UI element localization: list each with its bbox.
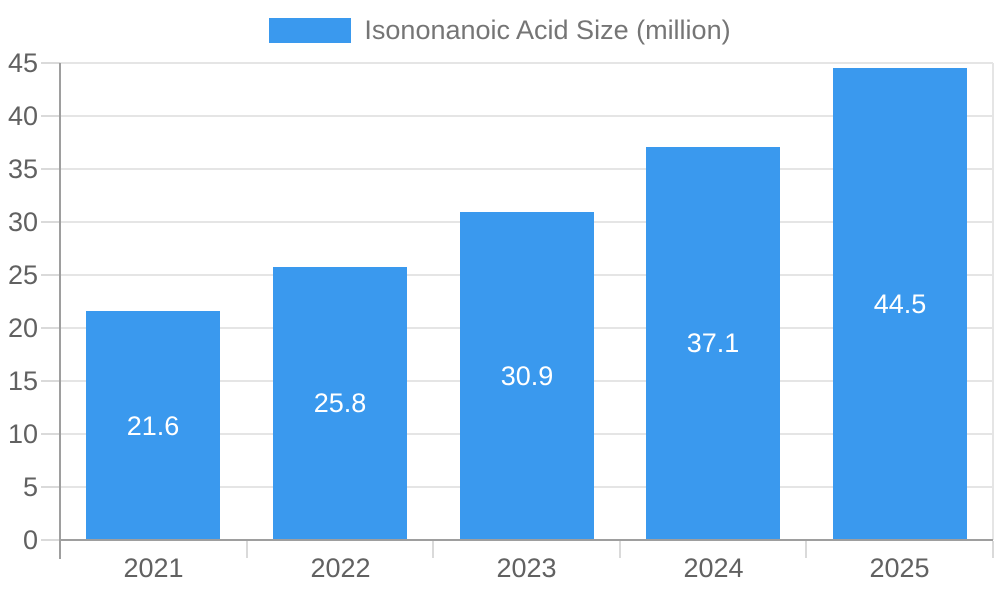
y-axis-tick — [41, 168, 60, 170]
x-axis-line — [59, 539, 993, 541]
y-axis-tick — [41, 433, 60, 435]
bar-value-label-2025: 44.5 — [873, 289, 927, 319]
y-axis-label-25: 25 — [7, 260, 38, 290]
y-axis-label-30: 30 — [7, 207, 38, 237]
y-axis-label-10: 10 — [7, 419, 38, 449]
y-axis-label-45: 45 — [7, 48, 38, 78]
plot-right-border — [992, 63, 994, 540]
gridline — [60, 115, 993, 117]
x-axis-tick — [992, 541, 994, 558]
y-axis-label-0: 0 — [22, 525, 38, 555]
bar-value-label-2024: 37.1 — [686, 328, 740, 358]
x-axis-tick — [619, 541, 621, 558]
y-axis-label-15: 15 — [7, 366, 38, 396]
y-axis-tick — [41, 380, 60, 382]
gridline — [60, 168, 993, 170]
bar-value-label-2023: 30.9 — [500, 361, 554, 391]
x-axis-tick — [246, 541, 248, 558]
x-axis-tick — [432, 541, 434, 558]
y-axis-tick — [41, 539, 60, 541]
y-axis-label-35: 35 — [7, 154, 38, 184]
y-axis-tick — [41, 274, 60, 276]
y-axis-line — [59, 63, 61, 559]
y-axis-tick — [41, 486, 60, 488]
y-axis-tick — [41, 115, 60, 117]
legend-swatch — [269, 18, 352, 43]
bar-value-label-2021: 21.6 — [126, 411, 180, 441]
bar-2022[interactable] — [273, 267, 407, 540]
y-axis-label-5: 5 — [22, 472, 38, 502]
x-axis-label-2021: 2021 — [123, 553, 184, 583]
x-axis-label-2023: 2023 — [496, 553, 557, 583]
bar-2025[interactable] — [833, 68, 967, 540]
gridline — [60, 62, 993, 64]
bar-value-label-2022: 25.8 — [313, 388, 367, 418]
y-axis-label-40: 40 — [7, 101, 38, 131]
bar-2021[interactable] — [86, 311, 220, 540]
legend[interactable]: Isononanoic Acid Size (million) — [0, 17, 1000, 44]
y-axis-tick — [41, 221, 60, 223]
bar-2024[interactable] — [646, 147, 780, 540]
y-axis-tick — [41, 327, 60, 329]
x-axis-label-2025: 2025 — [869, 553, 930, 583]
y-axis-label-20: 20 — [7, 313, 38, 343]
x-axis-label-2024: 2024 — [683, 553, 744, 583]
y-axis-tick — [41, 62, 60, 64]
x-axis-tick — [805, 541, 807, 558]
x-axis-label-2022: 2022 — [310, 553, 371, 583]
bar-2023[interactable] — [460, 212, 594, 540]
legend-label: Isononanoic Acid Size (million) — [364, 15, 731, 45]
